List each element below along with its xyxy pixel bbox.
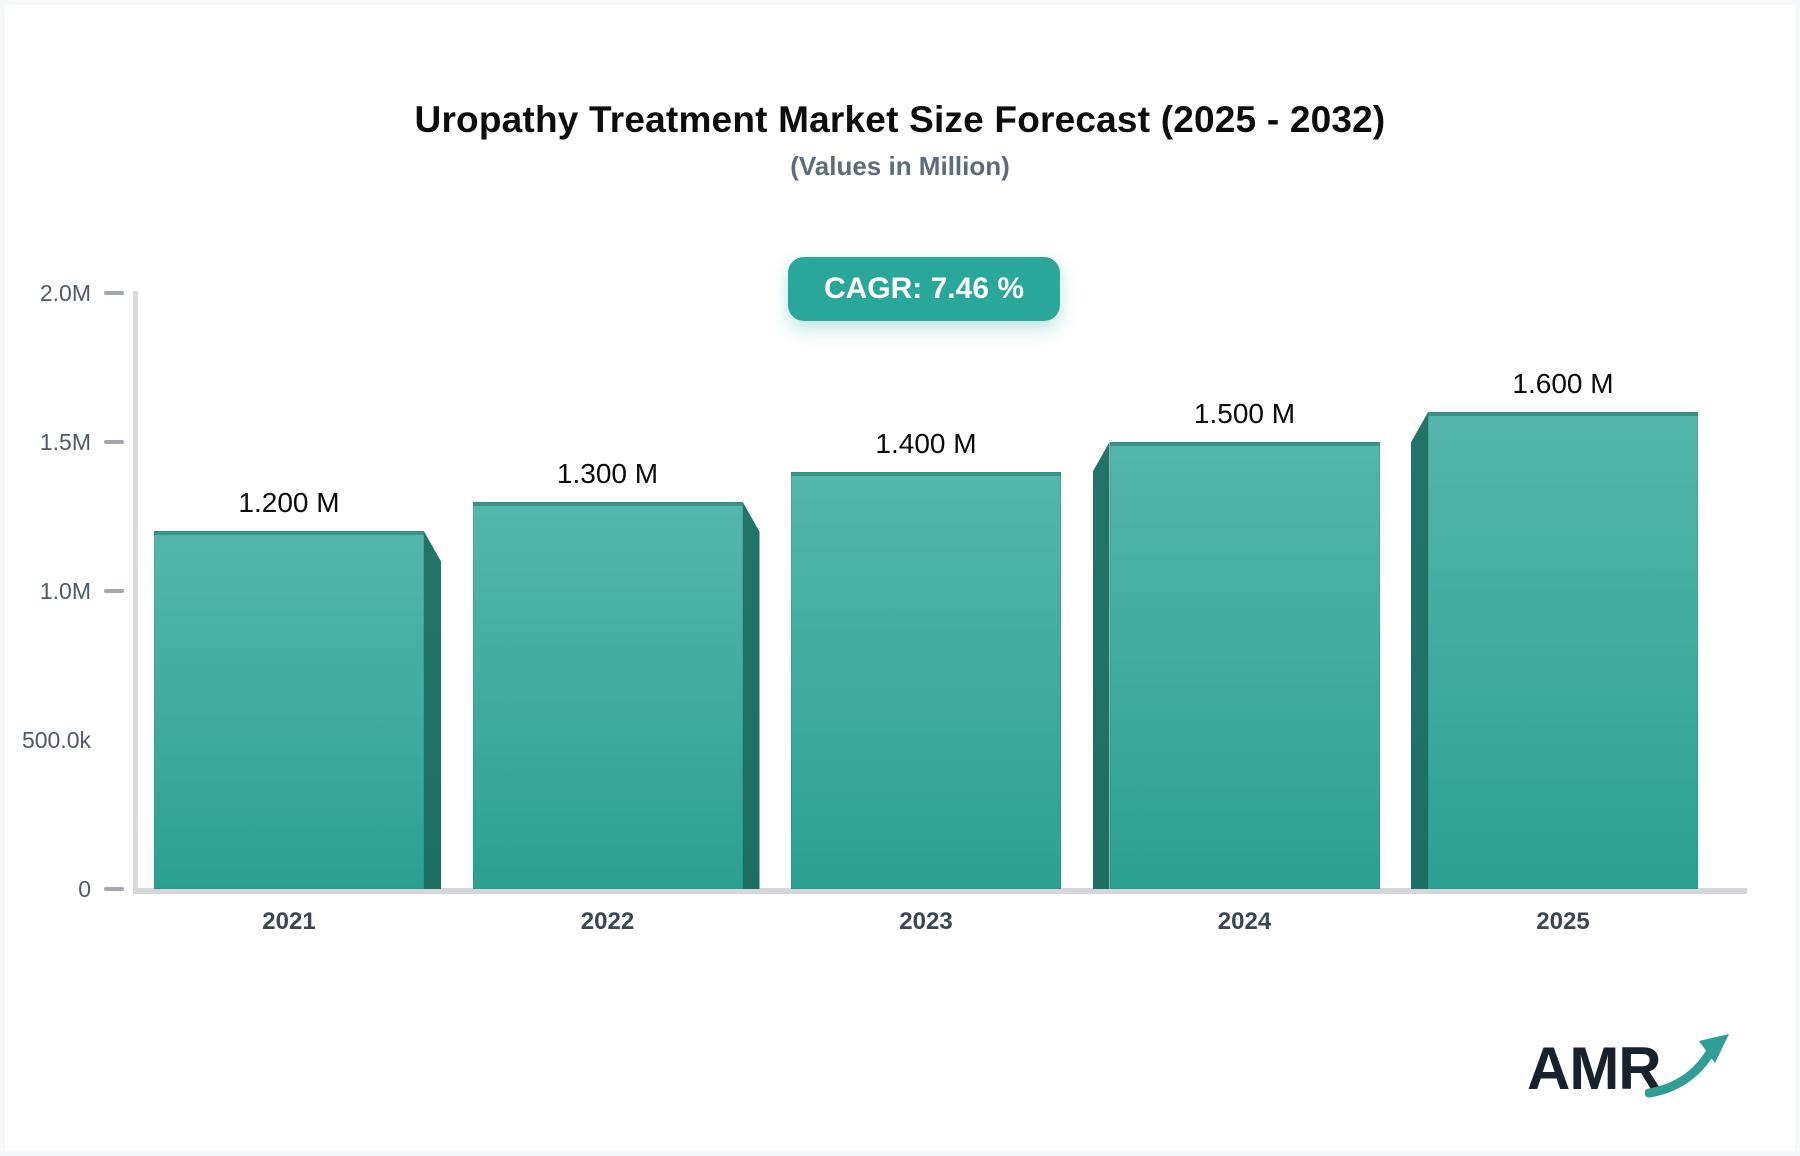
brand-logo: AMR — [1527, 1033, 1731, 1101]
x-axis-category-label: 2025 — [1536, 908, 1590, 935]
y-axis-tick-mark — [104, 291, 124, 295]
y-axis-line — [133, 291, 138, 893]
bar-value-label: 1.300 M — [556, 457, 659, 489]
bar-value-label: 1.400 M — [875, 427, 977, 459]
bar-side-face — [1092, 442, 1110, 889]
y-axis-tick-label: 500.0k — [21, 727, 91, 753]
y-axis-tick-mark — [104, 887, 124, 891]
chart-subtitle: (Values in Million) — [790, 151, 1010, 181]
bar-side-face — [742, 501, 760, 889]
bar-2025 — [1428, 412, 1698, 889]
y-axis-tick-mark — [104, 589, 124, 593]
chart-title: Uropathy Treatment Market Size Forecast … — [414, 99, 1386, 140]
chart-card: Uropathy Treatment Market Size Forecast … — [5, 5, 1795, 1151]
bar-value-label: 1.200 M — [238, 487, 340, 519]
x-axis-line — [133, 888, 1747, 894]
x-axis-category-label: 2024 — [1217, 908, 1272, 935]
bar-2021 — [154, 531, 424, 889]
bar-side-face — [1411, 412, 1428, 889]
bar-2022 — [472, 501, 743, 889]
x-axis-category-label: 2021 — [262, 908, 316, 935]
y-axis-tick-label: 1.5M — [39, 429, 91, 455]
y-axis-tick-label: 0 — [78, 876, 91, 902]
y-axis-tick-mark — [104, 440, 124, 444]
bar-value-label: 1.600 M — [1512, 368, 1614, 400]
bar-value-label: 1.500 M — [1193, 398, 1296, 429]
y-axis-tick-label: 2.0M — [39, 280, 91, 306]
logo-text: AMR — [1527, 1035, 1662, 1102]
cagr-badge: CAGR: 7.46 % — [787, 257, 1061, 321]
x-axis-category-label: 2023 — [899, 908, 953, 935]
bar-2023 — [791, 471, 1061, 889]
growth-arrow-icon — [1644, 1034, 1729, 1098]
bar-side-face — [424, 531, 441, 889]
x-axis-category-label: 2022 — [580, 908, 635, 935]
bar-2024 — [1109, 442, 1380, 889]
y-axis-tick-label: 1.0M — [39, 578, 91, 604]
